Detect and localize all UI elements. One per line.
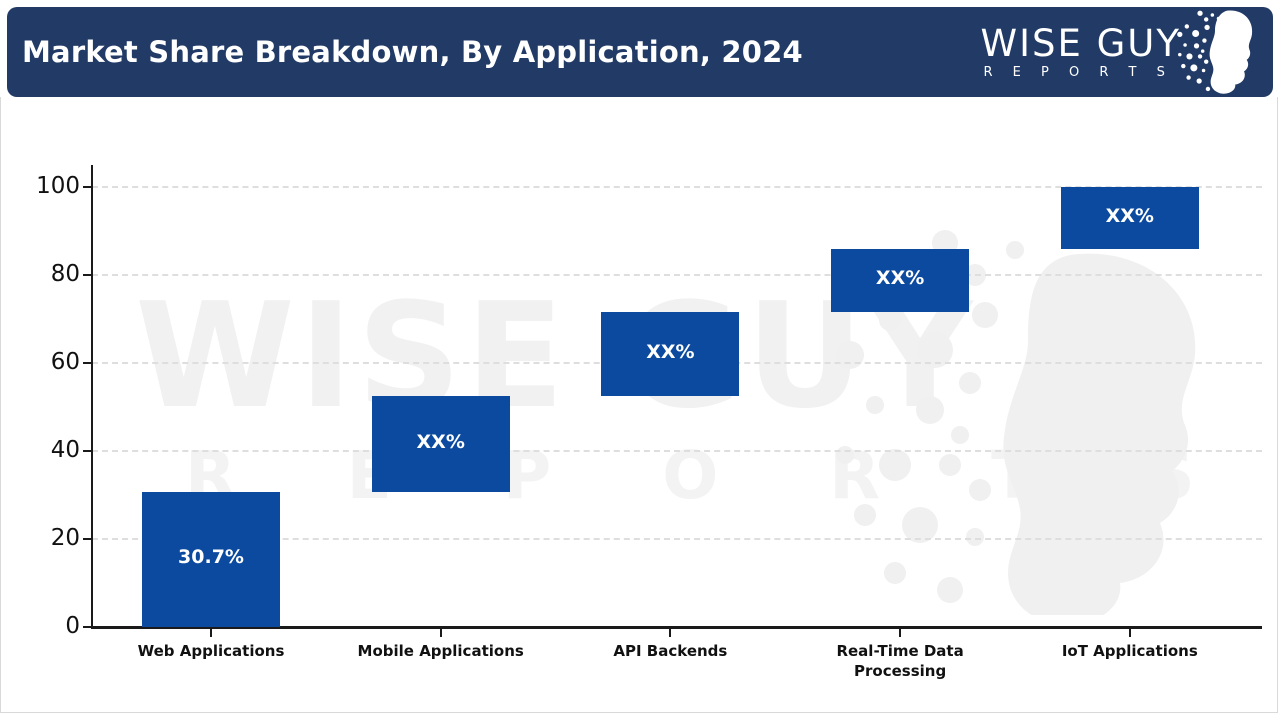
y-tick	[83, 274, 91, 276]
header-banner: Market Share Breakdown, By Application, …	[7, 7, 1273, 97]
y-tick-label: 100	[36, 173, 80, 199]
bar-4	[1060, 187, 1199, 249]
gridline-100	[92, 186, 1262, 188]
bar-value-label: 30.7%	[178, 546, 244, 569]
x-category-label: Web Applications	[137, 642, 285, 660]
logo-wordmark: WISE GUY	[980, 21, 1181, 65]
x-tick	[669, 629, 672, 637]
y-tick-label: 0	[65, 613, 80, 639]
logo-subtitle: R E P O R T S	[983, 64, 1173, 80]
bar-1	[371, 396, 510, 492]
x-tick	[439, 629, 442, 637]
y-tick	[83, 186, 91, 188]
y-tick-label: 60	[50, 349, 80, 375]
y-tick-label: 40	[50, 437, 80, 463]
x-tick	[899, 629, 902, 637]
bar-0	[142, 491, 280, 627]
x-category-label: API Backends	[613, 642, 728, 660]
x-tick	[1128, 629, 1131, 637]
bar-value-label: XX%	[646, 340, 695, 363]
gridline-40	[92, 450, 1262, 452]
logo-text: WISE GUY R E P O R T S	[980, 21, 1181, 80]
x-tick	[210, 629, 212, 637]
bar-value-label: XX%	[416, 430, 465, 453]
x-axis-line	[91, 626, 1262, 629]
y-tick	[83, 362, 91, 364]
y-tick	[83, 626, 91, 628]
bar-value-label: XX%	[875, 267, 925, 290]
x-category-label: Mobile Applications	[357, 642, 524, 660]
dotted-head-icon	[1177, 10, 1253, 94]
wise-guy-reports-logo: WISE GUY R E P O R T S	[981, 8, 1273, 96]
y-tick-label: 80	[50, 261, 80, 287]
bar-value-label: XX%	[1105, 204, 1154, 227]
gridline-20	[92, 538, 1262, 540]
page-title: Market Share Breakdown, By Application, …	[22, 35, 803, 69]
y-tick	[83, 450, 91, 452]
y-tick-label: 20	[50, 525, 80, 551]
y-axis-line	[91, 165, 93, 629]
x-category-label: Real-Time Data Processing	[836, 642, 964, 680]
x-category-label: IoT Applications	[1061, 642, 1198, 660]
bar-2	[601, 311, 740, 396]
bar-3	[831, 248, 970, 312]
y-tick	[83, 538, 91, 540]
gridline-80	[92, 274, 1262, 276]
